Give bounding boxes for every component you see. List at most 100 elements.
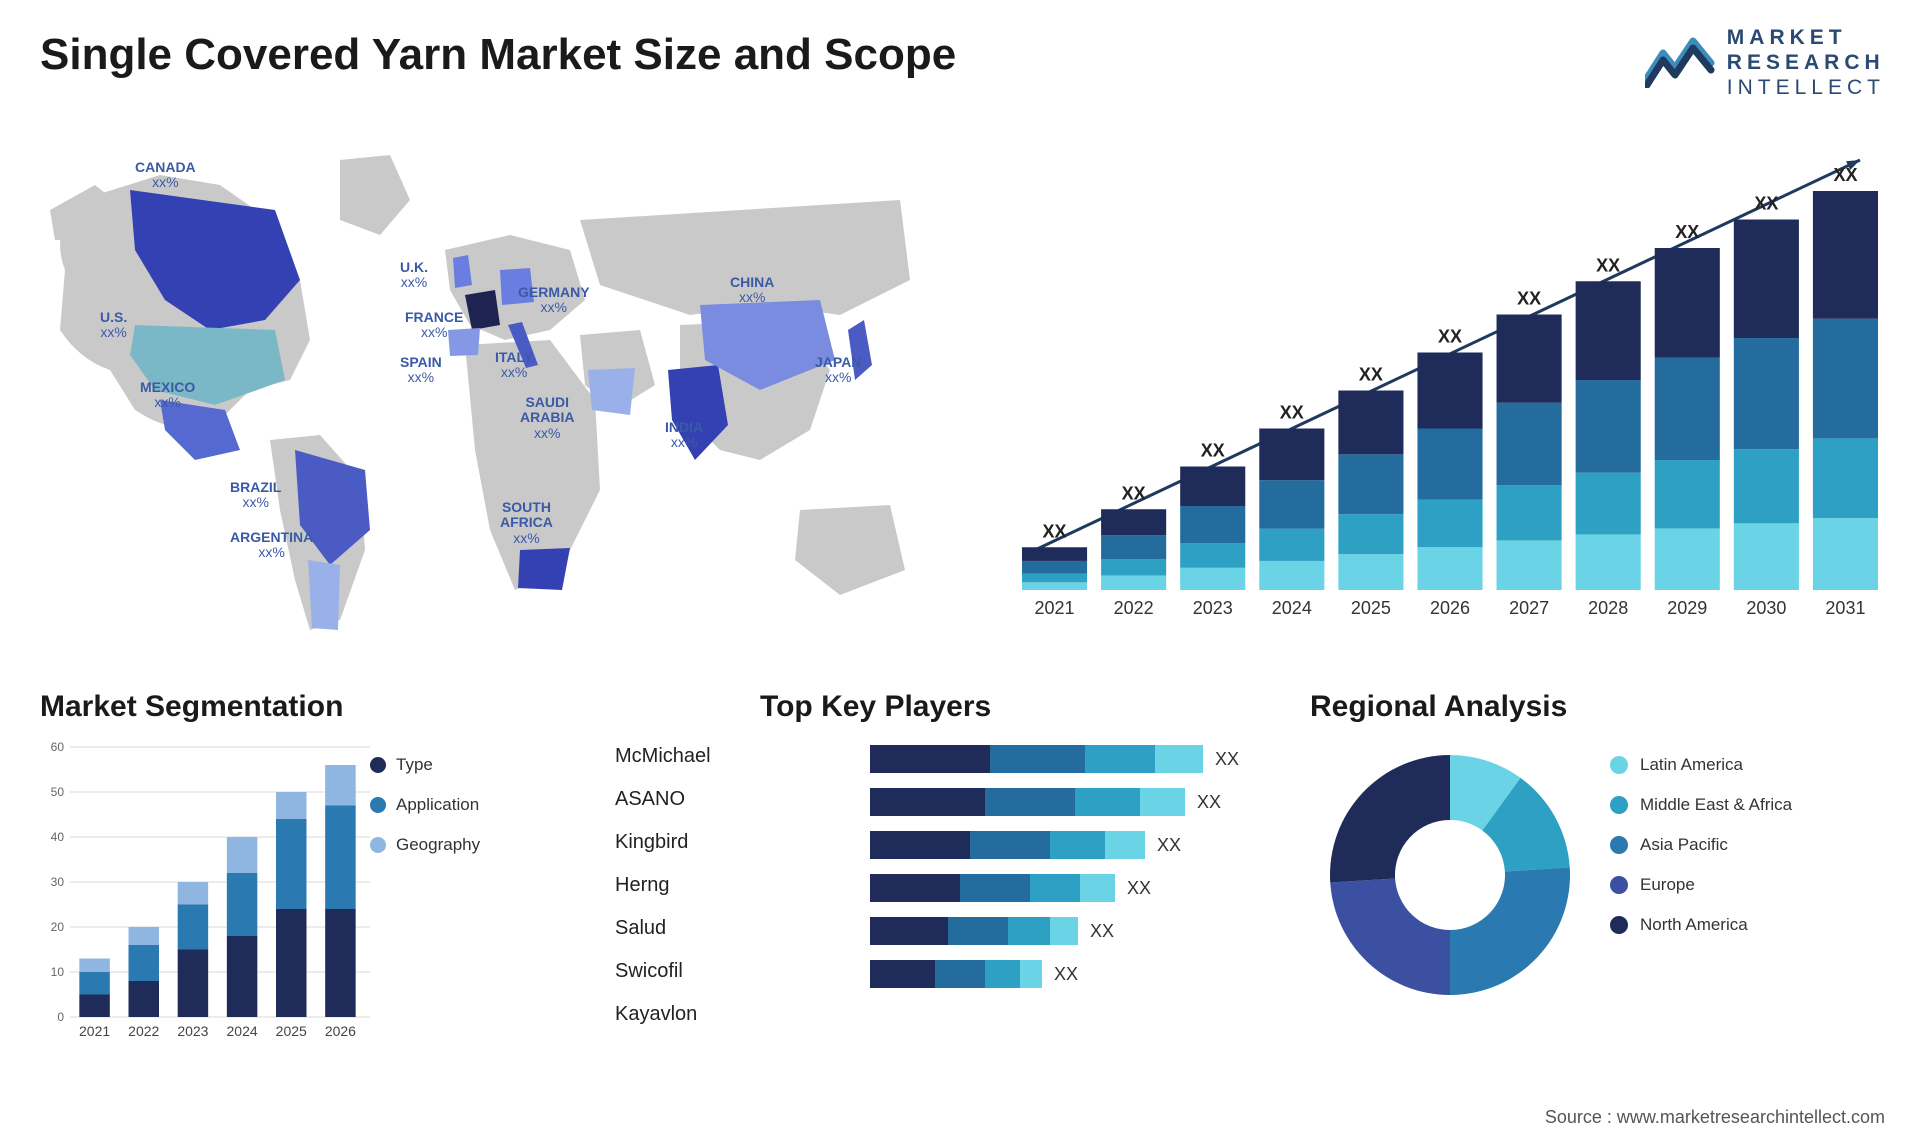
svg-text:40: 40: [51, 830, 65, 844]
player-name: Kayavlon: [615, 993, 711, 1036]
map-label-spain: SPAINxx%: [400, 355, 442, 386]
player-bar-row: XX: [870, 831, 1270, 859]
map-label-mexico: MEXICOxx%: [140, 380, 195, 411]
svg-text:2025: 2025: [276, 1023, 307, 1039]
player-value: XX: [1054, 964, 1078, 985]
player-name: Salud: [615, 907, 711, 950]
region-legend-item: Latin America: [1610, 755, 1792, 775]
player-name: ASANO: [615, 778, 711, 821]
svg-text:20: 20: [51, 920, 65, 934]
seg-legend-item: Type: [370, 755, 480, 775]
logo-line3: INTELLECT: [1727, 76, 1885, 99]
svg-text:10: 10: [51, 965, 65, 979]
regional-title: Regional Analysis: [1310, 690, 1870, 724]
map-label-safrica: SOUTHAFRICAxx%: [500, 500, 553, 546]
players-names-list: McMichaelASANOKingbirdHerngSaludSwicofil…: [615, 735, 711, 1036]
map-label-canada: CANADAxx%: [135, 160, 196, 191]
player-value: XX: [1127, 878, 1151, 899]
growth-bar-chart: XX 2021 XX 2022 XX 2023 XX 2024 XX 2025 XX 2026 XX 20…: [1015, 150, 1885, 630]
page-title: Single Covered Yarn Market Size and Scop…: [40, 30, 956, 80]
svg-text:XX: XX: [1043, 521, 1067, 541]
player-value: XX: [1215, 749, 1239, 770]
player-name: Swicofil: [615, 950, 711, 993]
player-bar-row: XX: [870, 874, 1270, 902]
svg-text:2029: 2029: [1667, 598, 1707, 618]
svg-text:2024: 2024: [227, 1023, 258, 1039]
svg-text:XX: XX: [1675, 222, 1699, 242]
svg-text:2028: 2028: [1588, 598, 1628, 618]
player-name: Herng: [615, 864, 711, 907]
logo-text: MARKET RESEARCH INTELLECT: [1727, 25, 1885, 101]
logo-line1: MARKET: [1727, 25, 1885, 50]
svg-text:XX: XX: [1280, 403, 1304, 423]
svg-text:2024: 2024: [1272, 598, 1312, 618]
svg-text:60: 60: [51, 742, 65, 754]
svg-text:XX: XX: [1359, 365, 1383, 385]
svg-text:2027: 2027: [1509, 598, 1549, 618]
seg-svg: 0 10 20 30 40 50 60 2021 2022 2023 2024 2025 2026: [40, 742, 370, 1052]
donut-legend: Latin America Middle East & Africa Asia Pa…: [1610, 755, 1792, 955]
svg-text:2026: 2026: [325, 1023, 356, 1039]
players-bars: XX XX XX XX XX XX: [870, 745, 1270, 1003]
player-bar-row: XX: [870, 745, 1270, 773]
player-name: Kingbird: [615, 821, 711, 864]
segmentation-title: Market Segmentation: [40, 690, 620, 724]
map-label-japan: JAPANxx%: [815, 355, 861, 386]
player-value: XX: [1197, 792, 1221, 813]
svg-text:XX: XX: [1754, 194, 1778, 214]
svg-text:2031: 2031: [1825, 598, 1865, 618]
svg-text:XX: XX: [1122, 483, 1146, 503]
svg-text:XX: XX: [1833, 165, 1857, 185]
player-value: XX: [1157, 835, 1181, 856]
svg-text:2025: 2025: [1351, 598, 1391, 618]
donut-svg: [1320, 745, 1580, 1005]
map-label-germany: GERMANYxx%: [518, 285, 590, 316]
svg-text:2021: 2021: [1035, 598, 1075, 618]
svg-text:2026: 2026: [1430, 598, 1470, 618]
map-label-brazil: BRAZILxx%: [230, 480, 281, 511]
svg-text:2022: 2022: [1114, 598, 1154, 618]
players-title: Top Key Players: [760, 690, 1260, 724]
player-bar-row: XX: [870, 917, 1270, 945]
donut-chart: [1320, 745, 1580, 1010]
svg-text:50: 50: [51, 785, 65, 799]
map-label-argentina: ARGENTINAxx%: [230, 530, 313, 561]
source-text: Source : www.marketresearchintellect.com: [1545, 1107, 1885, 1128]
svg-text:2023: 2023: [1193, 598, 1233, 618]
seg-legend-item: Application: [370, 795, 480, 815]
map-label-china: CHINAxx%: [730, 275, 774, 306]
region-legend-item: North America: [1610, 915, 1792, 935]
map-label-saudi: SAUDIARABIAxx%: [520, 395, 574, 441]
player-bar-row: XX: [870, 788, 1270, 816]
world-map: CANADAxx% U.S.xx% MEXICOxx% BRAZILxx% ARGENT…: [40, 130, 920, 650]
region-legend-item: Middle East & Africa: [1610, 795, 1792, 815]
players-section: Top Key Players: [760, 690, 1260, 724]
player-bar-row: XX: [870, 960, 1270, 988]
logo-line2: RESEARCH: [1727, 50, 1885, 75]
segmentation-legend: Type Application Geography: [370, 755, 480, 875]
svg-text:2022: 2022: [128, 1023, 159, 1039]
logo-mark-icon: [1645, 33, 1715, 93]
map-label-italy: ITALYxx%: [495, 350, 533, 381]
player-value: XX: [1090, 921, 1114, 942]
svg-text:XX: XX: [1201, 441, 1225, 461]
region-legend-item: Asia Pacific: [1610, 835, 1792, 855]
svg-text:XX: XX: [1596, 255, 1620, 275]
svg-text:2023: 2023: [177, 1023, 208, 1039]
map-label-uk: U.K.xx%: [400, 260, 428, 291]
map-label-india: INDIAxx%: [665, 420, 703, 451]
map-label-france: FRANCExx%: [405, 310, 463, 341]
svg-text:2021: 2021: [79, 1023, 110, 1039]
growth-svg: XX 2021 XX 2022 XX 2023 XX 2024 XX 2025 XX 2026 XX 20…: [1015, 150, 1885, 630]
regional-section: Regional Analysis: [1310, 690, 1870, 724]
svg-text:0: 0: [57, 1010, 64, 1024]
svg-text:XX: XX: [1517, 289, 1541, 309]
seg-legend-item: Geography: [370, 835, 480, 855]
region-legend-item: Europe: [1610, 875, 1792, 895]
svg-text:2030: 2030: [1746, 598, 1786, 618]
svg-text:XX: XX: [1438, 327, 1462, 347]
brand-logo: MARKET RESEARCH INTELLECT: [1645, 25, 1885, 101]
map-label-us: U.S.xx%: [100, 310, 127, 341]
segmentation-chart: 0 10 20 30 40 50 60 2021 2022 2023 2024 2025 2026: [40, 742, 370, 1072]
svg-text:30: 30: [51, 875, 65, 889]
